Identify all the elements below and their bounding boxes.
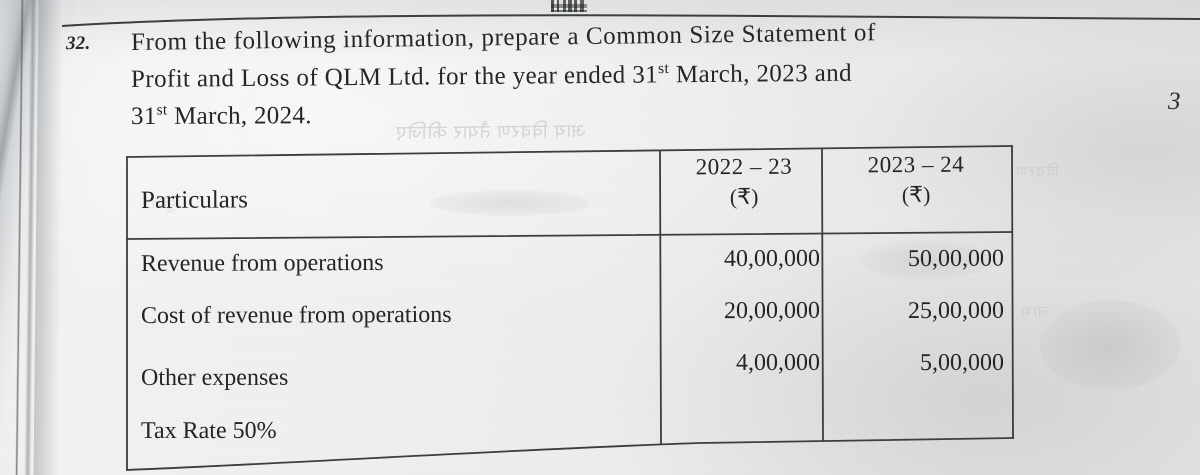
table-header-particulars: Particulars	[140, 186, 248, 214]
header-year-label: 2023 – 24	[867, 151, 965, 178]
header-currency-label: (₹)	[729, 183, 759, 210]
table-row: Other expenses	[140, 364, 289, 391]
header-year-label: 2022 – 23	[695, 153, 793, 180]
question-number: 32.	[65, 32, 91, 55]
question-line-2-b: March, 2023 and	[669, 59, 853, 89]
table-cell-value: 20,00,000	[723, 297, 821, 325]
table-cell-value: 5,00,000	[919, 349, 1005, 376]
header-currency-label: (₹)	[901, 181, 931, 208]
table-header-year-2023-24: 2023 – 24 (₹)	[826, 149, 1006, 210]
question-line-3-a: 31	[130, 102, 157, 130]
table-row: Cost of revenue from operations	[140, 301, 452, 329]
ordinal-suffix: st	[156, 101, 168, 119]
question-line-2-a: Profit and Loss of QLM Ltd. for the year…	[130, 61, 659, 93]
table-cell-value: 25,00,000	[907, 297, 1005, 325]
table-cell-value: 40,00,000	[723, 245, 821, 273]
question-line-3-b: March, 2024.	[167, 102, 312, 130]
marks-allocation: 3	[1168, 88, 1181, 115]
table-row: Revenue from operations	[140, 249, 384, 277]
question-text: From the following information, prepare …	[130, 19, 1131, 136]
table-header-year-2022-23: 2022 – 23 (₹)	[668, 151, 820, 212]
ordinal-suffix: st	[657, 59, 670, 78]
table-cell-value: 4,00,000	[735, 349, 821, 377]
table-cell-value: 50,00,000	[907, 245, 1005, 273]
table-row: Tax Rate 50%	[140, 417, 277, 444]
question-line-1: From the following information, prepare …	[130, 19, 877, 56]
